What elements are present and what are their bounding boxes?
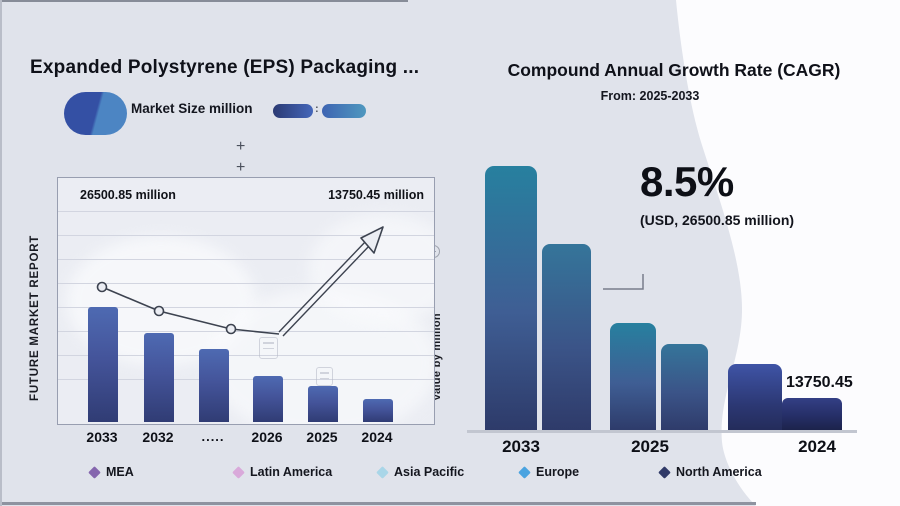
- trend-line-arrow: [96, 226, 384, 337]
- market-size-pill-icon: [64, 92, 127, 135]
- pill-separator: :: [315, 103, 319, 115]
- plus-mark-icon: +: [236, 159, 246, 176]
- cagr-bar: [485, 166, 537, 432]
- cagr-period: From: 2025-2033: [600, 89, 700, 103]
- plus-mark-icon: +: [236, 138, 246, 155]
- cagr-percentage: 8.5%: [640, 158, 734, 205]
- legend-diamond: [658, 465, 671, 479]
- top-edge-line: [0, 0, 408, 2]
- bar-value-label: 13750.45: [786, 374, 853, 391]
- cagr-bar: [728, 364, 782, 432]
- x-label: 2025: [631, 437, 669, 456]
- x-label: 2033: [502, 437, 540, 456]
- market-size-chart: 26500.85 million 13750.45 million: [57, 177, 435, 425]
- x-label: 2024: [361, 429, 393, 445]
- cagr-bar: [542, 244, 591, 432]
- legend-label: Asia Pacific: [394, 465, 465, 479]
- end-value-label: 13750.45 million: [328, 188, 424, 202]
- cagr-detail: (USD, 26500.85 million): [640, 212, 795, 228]
- legend-item: Latin America: [232, 465, 333, 479]
- market-bar: [144, 333, 174, 422]
- page-title: Expanded Polystyrene (EPS) Packaging ...: [30, 57, 420, 78]
- cagr-bar: [782, 398, 842, 432]
- legend-item: North America: [658, 465, 762, 479]
- cagr-title: Compound Annual Growth Rate (CAGR): [507, 60, 841, 80]
- market-bar: [88, 307, 118, 422]
- corner-bracket-decoration: [603, 274, 644, 290]
- watermark-icon: [259, 337, 278, 359]
- bottom-edge-line: [0, 502, 756, 505]
- legend-label: North America: [676, 465, 762, 479]
- watermark-icon: [316, 367, 333, 386]
- market-bar: [253, 376, 283, 422]
- legend-label: MEA: [106, 465, 134, 479]
- legend-label: Latin America: [250, 465, 333, 479]
- cagr-bar: [661, 344, 708, 432]
- x-label: 2032: [142, 429, 174, 445]
- cagr-bar: [610, 323, 656, 432]
- x-label: 2026: [251, 429, 283, 445]
- legend-item: MEA: [88, 465, 134, 479]
- legend-item: Asia Pacific: [376, 465, 465, 479]
- legend-label: Europe: [536, 465, 580, 479]
- x-label: 2025: [306, 429, 338, 445]
- legend-diamond: [232, 465, 245, 479]
- market-bar: [363, 399, 393, 422]
- legend-diamond: [88, 465, 101, 479]
- market-bar: [308, 386, 338, 422]
- market-size-label: Market Size million: [131, 101, 253, 116]
- legend-diamond: [518, 465, 531, 479]
- x-label: 2024: [798, 437, 836, 456]
- x-axis-line: [467, 430, 857, 433]
- x-label: .....: [201, 429, 225, 444]
- x-label: 2033: [86, 429, 118, 445]
- decorative-pill-right: [322, 104, 366, 118]
- market-bar: [199, 349, 229, 422]
- legend-diamond: [376, 465, 389, 479]
- start-value-label: 26500.85 million: [80, 188, 176, 202]
- decorative-pill-left: [273, 104, 313, 118]
- legend-item: Europe: [518, 465, 580, 479]
- left-edge-line: [0, 0, 2, 506]
- future-market-report-label: FUTURE MARKET REPORT: [29, 234, 41, 402]
